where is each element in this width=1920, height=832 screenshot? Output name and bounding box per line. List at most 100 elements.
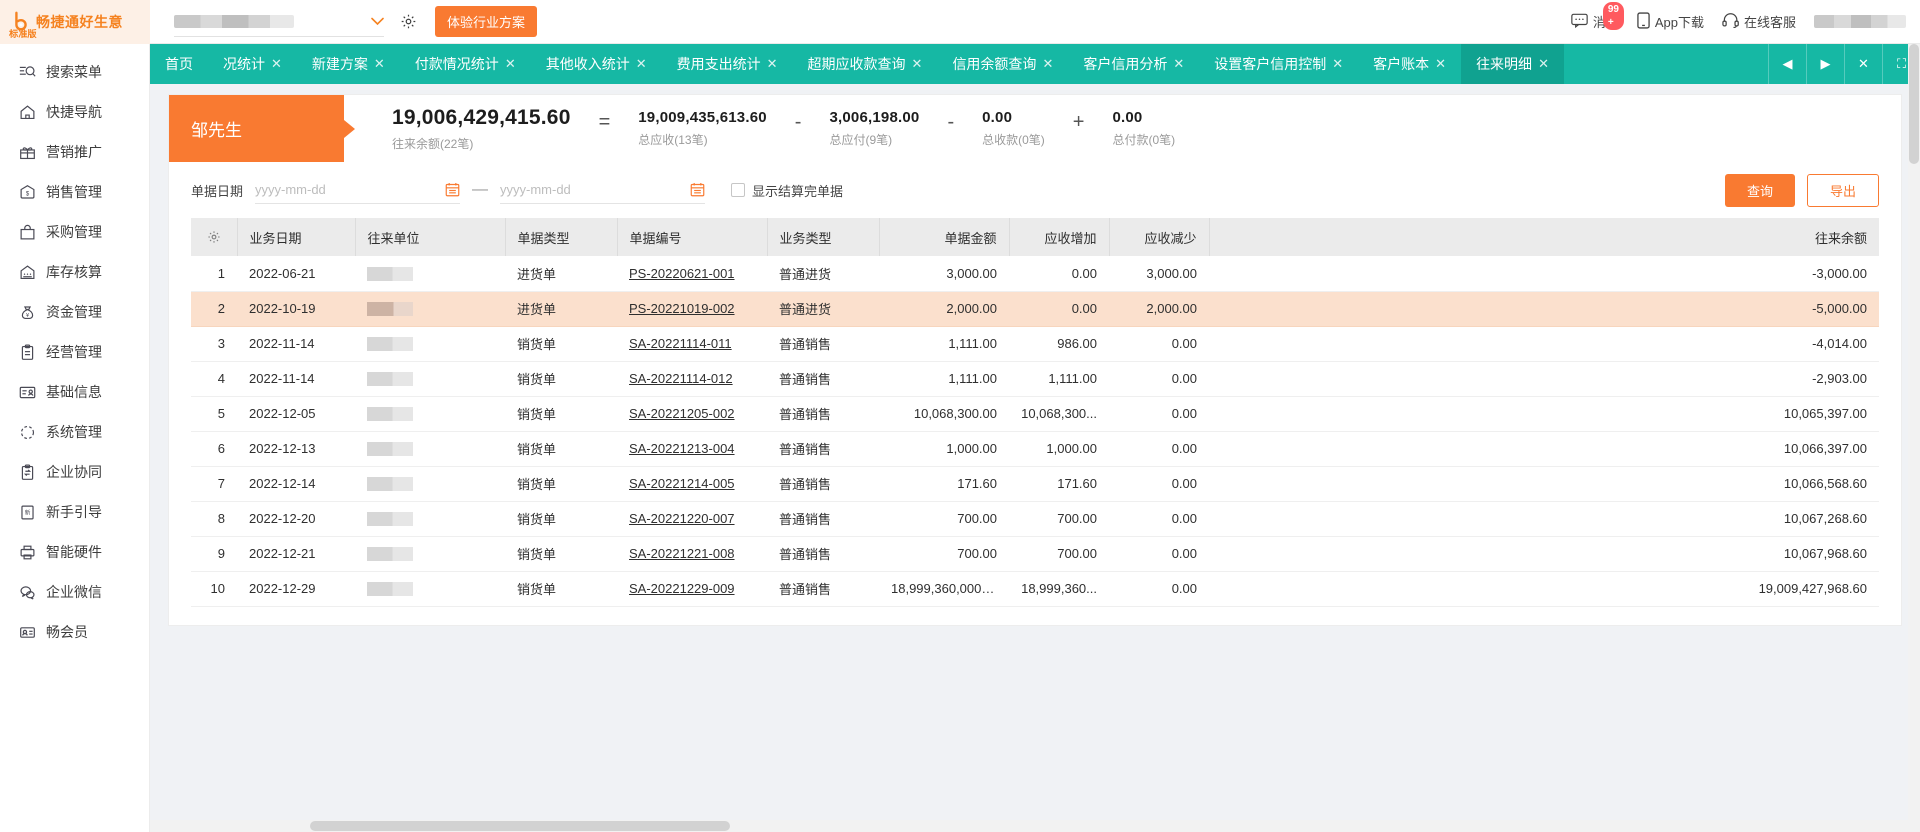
date-to-input[interactable]: yyyy-mm-dd (500, 182, 571, 197)
sidebar-item-basic-info[interactable]: 基础信息 (0, 372, 149, 412)
tab-close-icon[interactable]: ✕ (1173, 56, 1185, 71)
cell-doc-no[interactable]: SA-20221213-004 (617, 431, 767, 467)
tab-close-icon[interactable]: ✕ (373, 56, 385, 71)
tab-close-icon[interactable]: ✕ (911, 56, 923, 71)
doc-no-link[interactable]: SA-20221220-007 (629, 511, 735, 526)
gear-icon[interactable] (400, 13, 417, 30)
column-header-biz-type[interactable]: 业务类型 (767, 218, 880, 256)
doc-no-link[interactable]: PS-20220621-001 (629, 265, 735, 281)
cell-doc-no[interactable]: SA-20221221-008 (617, 536, 767, 572)
top-item-message[interactable]: 消息 99 + (1571, 2, 1624, 31)
cell-doc-no[interactable]: SA-20221114-012 (617, 361, 767, 397)
tab-fullscreen-icon[interactable]: ⛶ (1882, 44, 1920, 84)
calendar-icon[interactable] (445, 182, 460, 197)
user-account-redacted[interactable] (1814, 15, 1906, 28)
doc-no-link[interactable]: SA-20221214-005 (629, 476, 735, 491)
checkbox-box[interactable] (731, 183, 746, 197)
tab-close-icon[interactable]: ✕ (1042, 56, 1054, 71)
tab-new-plan[interactable]: 新建方案 ✕ (297, 44, 400, 84)
sidebar-item-wechat-work[interactable]: 企业微信 (0, 572, 149, 612)
sidebar-item-smart-hardware[interactable]: 智能硬件 (0, 532, 149, 572)
tab-close-icon[interactable]: ✕ (635, 56, 647, 71)
tab-close-icon[interactable]: ✕ (1844, 44, 1882, 84)
tab-expense-stats[interactable]: 费用支出统计 ✕ (662, 44, 793, 84)
column-header-doc-no[interactable]: 单据编号 (617, 218, 768, 256)
column-header-date[interactable]: 业务日期 (237, 218, 356, 256)
cell-doc-no[interactable]: SA-20221220-007 (617, 501, 767, 537)
tab-set-customer-credit-control[interactable]: 设置客户信用控制 ✕ (1199, 44, 1358, 84)
sidebar-item-search-menu[interactable]: 搜索菜单 (0, 52, 149, 92)
top-item-online-service[interactable]: 在线客服 (1722, 12, 1796, 31)
tab-close-icon[interactable]: ✕ (1332, 56, 1344, 71)
date-from-input[interactable]: yyyy-mm-dd (255, 182, 326, 197)
table-row[interactable]: 6 2022-12-13 销货单 SA-20221213-004 普通销售 1,… (191, 431, 1879, 467)
table-row[interactable]: 5 2022-12-05 销货单 SA-20221205-002 普通销售 10… (191, 396, 1879, 432)
tab-close-icon[interactable]: ✕ (271, 56, 282, 71)
doc-no-link[interactable]: PS-20221019-002 (629, 301, 735, 316)
table-row[interactable]: 2 2022-10-19 进货单 PS-20221019-002 普通进货 2,… (191, 291, 1879, 327)
tab-home[interactable]: 首页 (150, 44, 208, 84)
tab-status-stats[interactable]: 况统计 ✕ (208, 44, 297, 84)
doc-no-link[interactable]: SA-20221205-002 (629, 406, 735, 421)
sidebar-item-novice-guide[interactable]: 新 新手引导 (0, 492, 149, 532)
tab-close-icon[interactable]: ✕ (1435, 56, 1447, 71)
tab-customer-ledger[interactable]: 客户账本 ✕ (1358, 44, 1461, 84)
sidebar-item-purchase[interactable]: 采购管理 (0, 212, 149, 252)
tab-close-icon[interactable]: ✕ (504, 56, 516, 71)
table-row[interactable]: 4 2022-11-14 销货单 SA-20221114-012 普通销售 1,… (191, 361, 1879, 397)
calendar-icon[interactable] (690, 182, 705, 197)
cell-doc-no[interactable]: PS-20221019-002 (617, 291, 767, 327)
sidebar-item-sales[interactable]: $ 销售管理 (0, 172, 149, 212)
top-item-app-download[interactable]: App下载 (1637, 11, 1704, 32)
tab-credit-balance-query[interactable]: 信用余额查询 ✕ (937, 44, 1068, 84)
export-button[interactable]: 导出 (1806, 173, 1879, 207)
query-button[interactable]: 查询 (1724, 173, 1795, 207)
show-settled-checkbox[interactable]: 显示结算完单据 (731, 181, 843, 200)
industry-solution-button[interactable]: 体验行业方案 (435, 6, 538, 37)
column-header-decrease[interactable]: 应收减少 (1109, 218, 1210, 256)
column-header-party[interactable]: 往来单位 (355, 218, 506, 256)
column-header-amount[interactable]: 单据金额 (879, 218, 1010, 256)
doc-no-link[interactable]: SA-20221229-009 (629, 581, 735, 596)
date-from-field[interactable]: yyyy-mm-dd (255, 176, 461, 204)
chevron-down-icon[interactable] (371, 15, 384, 28)
column-header-balance[interactable]: 往来余额 (1209, 218, 1879, 256)
date-to-field[interactable]: yyyy-mm-dd (500, 176, 706, 204)
sidebar-item-quick-nav[interactable]: 快捷导航 (0, 92, 149, 132)
tab-overdue-receivable-query[interactable]: 超期应收款查询 ✕ (793, 44, 938, 84)
table-row[interactable]: 10 2022-12-29 销货单 SA-20221229-009 普通销售 1… (191, 571, 1879, 607)
horizontal-scrollbar[interactable] (150, 820, 1920, 832)
doc-no-link[interactable]: SA-20221114-011 (629, 336, 732, 351)
tab-payment-stats[interactable]: 付款情况统计 ✕ (400, 44, 531, 84)
doc-no-link[interactable]: SA-20221213-004 (629, 441, 735, 456)
tab-customer-credit-analysis[interactable]: 客户信用分析 ✕ (1068, 44, 1199, 84)
sidebar-item-inventory[interactable]: 库存核算 (0, 252, 149, 292)
sidebar-item-funds[interactable]: ¥ 资金管理 (0, 292, 149, 332)
column-settings-cell[interactable] (191, 218, 238, 256)
column-header-doc-type[interactable]: 单据类型 (505, 218, 618, 256)
tab-close-icon[interactable]: ✕ (1538, 56, 1549, 71)
table-row[interactable]: 1 2022-06-21 进货单 PS-20220621-001 普通进货 3,… (191, 256, 1879, 292)
gear-icon[interactable] (203, 230, 225, 244)
doc-no-link[interactable]: SA-20221114-012 (629, 371, 733, 386)
table-row[interactable]: 8 2022-12-20 销货单 SA-20221220-007 普通销售 70… (191, 501, 1879, 537)
cell-doc-no[interactable]: PS-20220621-001 (617, 256, 767, 292)
org-selector[interactable] (174, 7, 384, 37)
tab-other-income-stats[interactable]: 其他收入统计 ✕ (531, 44, 662, 84)
sidebar-item-marketing[interactable]: 营销推广 (0, 132, 149, 172)
sidebar-item-collaboration[interactable]: 企业协同 (0, 452, 149, 492)
tab-next-icon[interactable]: ▶ (1806, 44, 1844, 84)
tab-transaction-detail[interactable]: 往来明细 ✕ (1461, 44, 1564, 84)
vertical-scrollbar-thumb[interactable] (1909, 44, 1919, 164)
table-row[interactable]: 3 2022-11-14 销货单 SA-20221114-011 普通销售 1,… (191, 326, 1879, 362)
doc-no-link[interactable]: SA-20221221-008 (629, 546, 735, 561)
tab-prev-icon[interactable]: ◀ (1768, 44, 1806, 84)
table-row[interactable]: 9 2022-12-21 销货单 SA-20221221-008 普通销售 70… (191, 536, 1879, 572)
sidebar-item-operations[interactable]: 经营管理 (0, 332, 149, 372)
vertical-scrollbar[interactable] (1908, 44, 1920, 832)
cell-doc-no[interactable]: SA-20221214-005 (617, 466, 767, 502)
column-header-increase[interactable]: 应收增加 (1009, 218, 1110, 256)
sidebar-item-system[interactable]: 系统管理 (0, 412, 149, 452)
cell-doc-no[interactable]: SA-20221205-002 (617, 396, 767, 432)
tab-close-icon[interactable]: ✕ (766, 56, 778, 71)
